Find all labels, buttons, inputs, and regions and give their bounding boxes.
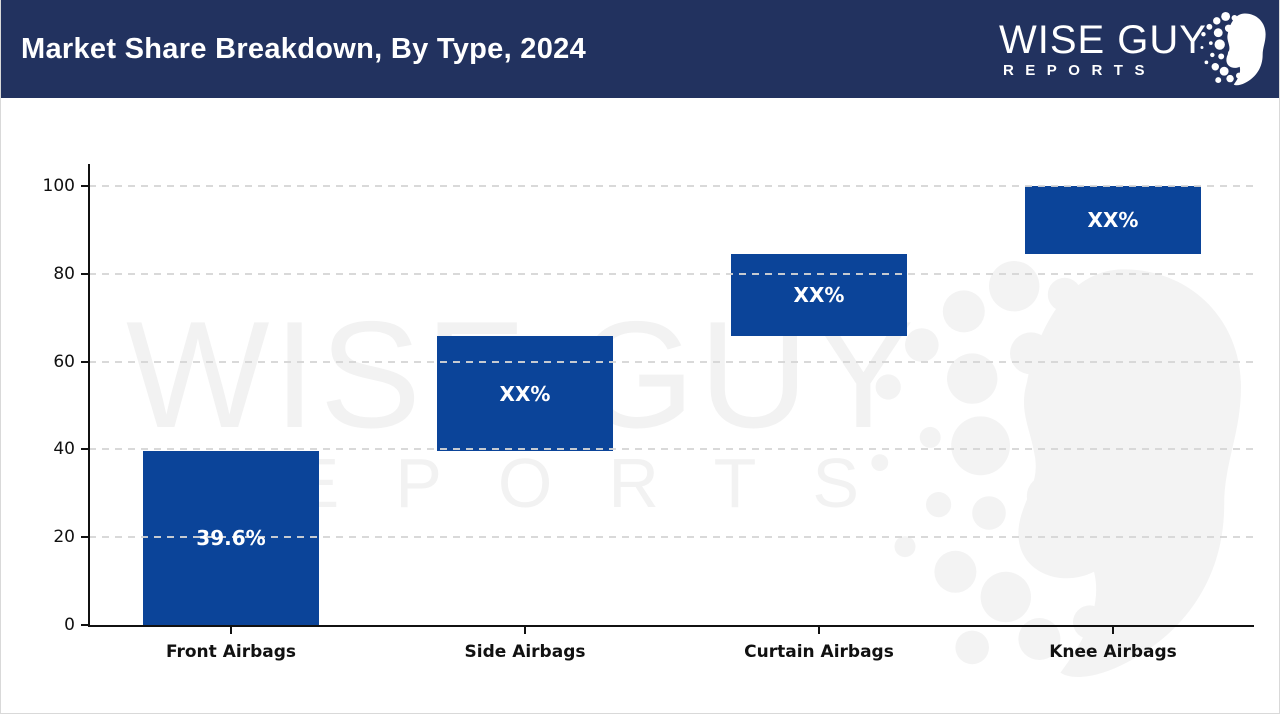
y-tickmark [81, 272, 88, 275]
x-tickmark [524, 627, 526, 634]
logo-wordmark: WISE GUY REPORTS [999, 19, 1207, 79]
y-tickmark [81, 185, 88, 187]
x-tickmark [1112, 627, 1114, 634]
x-category-label: Knee Airbags [1049, 642, 1177, 662]
bar-value-label: 39.6% [196, 526, 266, 551]
y-tickmark [81, 536, 88, 539]
y-tick-label: 60 [53, 351, 75, 372]
bar-segment [1025, 186, 1201, 255]
gridline [89, 185, 1254, 187]
x-category-label: Curtain Airbags [744, 642, 894, 662]
watermark-face-dots [871, 261, 1241, 677]
face-dots-icon [1200, 12, 1266, 86]
logo-line1: WISE GUY [998, 18, 1207, 62]
y-axis [88, 164, 90, 627]
bar-segment [437, 336, 613, 452]
y-tickmark [81, 360, 88, 363]
y-tick-label: 40 [53, 439, 75, 460]
y-tickmark [81, 624, 88, 626]
gridline [89, 448, 1254, 451]
y-tick-label: 80 [53, 263, 75, 284]
chart-area: WISE GUY REPORTS 39.6% XX% XX% XX% 0 20 40 60 80… [1, 98, 1279, 713]
gridline [89, 360, 1254, 363]
gridline [89, 536, 1254, 539]
x-tickmark [230, 627, 232, 634]
y-tick-label: 0 [64, 615, 75, 635]
x-category-label: Front Airbags [165, 642, 297, 662]
bar-value-label: XX% [1087, 208, 1139, 233]
gridline [89, 272, 1254, 275]
bar-value-label: XX% [499, 381, 551, 406]
x-axis [88, 625, 1254, 627]
bar-segment [731, 254, 907, 337]
bar-value-label: XX% [793, 283, 845, 308]
y-tickmark [81, 448, 88, 451]
page-title: Market Share Breakdown, By Type, 2024 [21, 32, 587, 65]
wise-guy-logo: WISE GUY REPORTS [999, 2, 1273, 96]
y-tick-label: 20 [53, 527, 75, 548]
x-category-label: Side Airbags [464, 642, 586, 662]
logo-line2: REPORTS [1002, 62, 1156, 79]
x-tickmark [818, 627, 820, 634]
y-tick-label: 100 [42, 176, 75, 196]
header: Market Share Breakdown, By Type, 2024 WI… [1, 0, 1279, 98]
